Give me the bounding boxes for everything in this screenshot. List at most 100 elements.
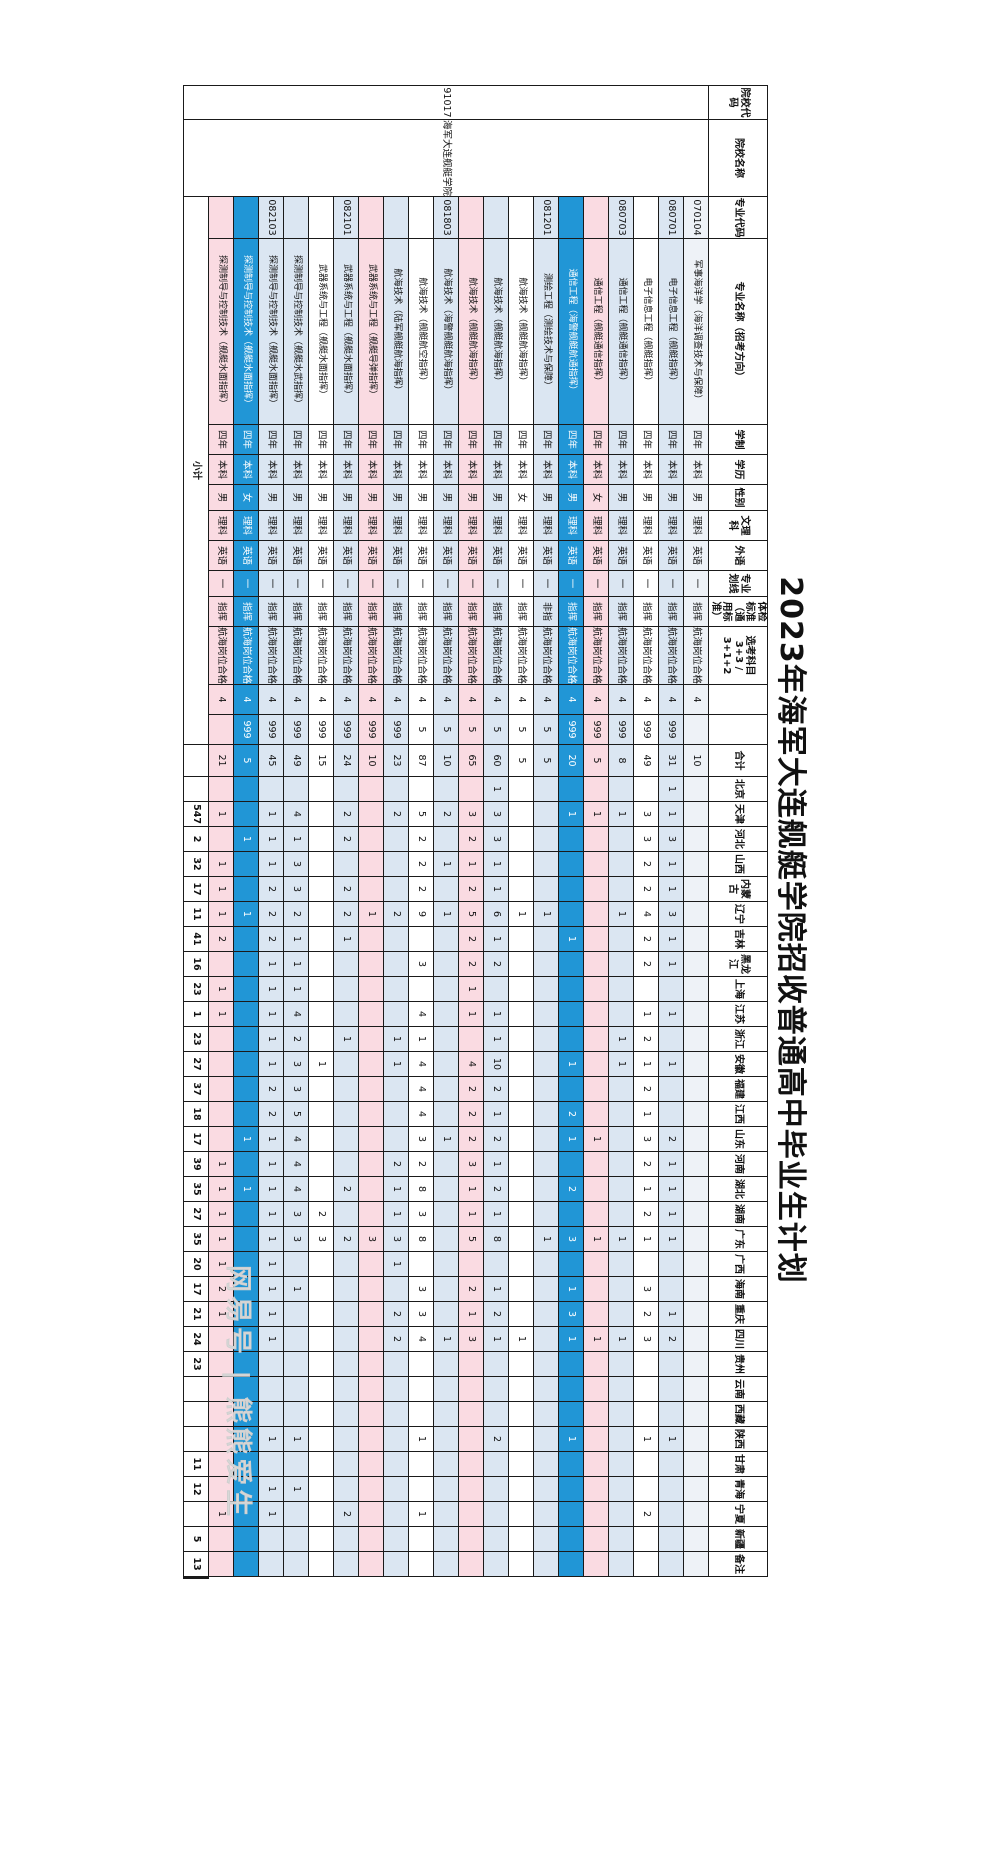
cell-province-24 xyxy=(459,1376,484,1402)
cell-province-30 xyxy=(409,1526,434,1552)
cell-elective-sub-a: 4 xyxy=(659,684,684,715)
table-row[interactable]: 航海技术（舰艇航海指挥） 四年 本科男理科 英语一指挥 航海岗位合格 4 5 65 3 2 1 2 5 2… xyxy=(459,86,484,1579)
cell-province-4: 1 xyxy=(484,876,509,902)
table-row[interactable]: 武器系统与工程（舰艇导弹指挥） 四年 本科男理科 英语一指挥 航海岗位合格 4 999 10 1… xyxy=(359,86,384,1579)
cell-total: 5 xyxy=(509,744,534,777)
cell-major-line: 一 xyxy=(534,570,559,597)
table-row[interactable]: 080701 电子信息工程（舰艇指挥） 四年 本科男理科 英语一指挥 航海岗位合格 4 999… xyxy=(659,86,684,1579)
cell-foreign-language: 英语 xyxy=(559,540,584,571)
table-row[interactable]: 通信工程（海警舰艇航通指挥） 四年 本科男理科 英语一指挥 航海岗位合格 4 999 20 1 1… xyxy=(559,86,584,1579)
cell-province-11 xyxy=(534,1051,559,1077)
table-row[interactable]: 081201 测绘工程（测绘技术与保障） 四年 本科男理科 英语一非指 航海岗位合格 4 5 5… xyxy=(534,86,559,1579)
cell-province-21 xyxy=(609,1301,634,1327)
table-row[interactable]: 探测制导与控制技术（舰艇水武指挥） 四年 本科男理科 英语一指挥 航海岗位合格 4 999 4… xyxy=(284,86,309,1579)
cell-major-name: 武器系统与工程（舰艇水面指挥） xyxy=(309,238,334,425)
cell-province-17: 2 xyxy=(634,1201,659,1227)
cell-province-23 xyxy=(284,1351,309,1377)
table-row[interactable]: 91017 海军大连舰艇学院 070104 军事海洋学（海洋调查技术与保障） 四年 本科男… xyxy=(184,85,709,1579)
cell-province-17: 1 xyxy=(484,1201,509,1227)
table-row[interactable]: 航海技术（舰艇航空指挥） 四年 本科男理科 英语一指挥 航海岗位合格 4 5 87 5 2 2 2 9 3… xyxy=(409,86,434,1579)
cell-province-28 xyxy=(334,1476,359,1502)
cell-province-17 xyxy=(584,1201,609,1227)
cell-track: 理科 xyxy=(609,510,634,541)
cell-physical-standard: 指挥 xyxy=(334,596,359,627)
cell-degree: 本科 xyxy=(459,454,484,485)
cell-province-4: 1 xyxy=(659,876,684,902)
institution-code-cell: 91017 xyxy=(184,85,709,120)
cell-province-25 xyxy=(659,1401,684,1427)
cell-province-31 xyxy=(609,1551,634,1577)
cell-province-20: 1 xyxy=(284,1276,309,1302)
cell-province-29 xyxy=(434,1501,459,1527)
table-row[interactable]: 武器系统与工程（舰艇水面指挥） 四年 本科男理科 英语一指挥 航海岗位合格 4 999 15 1… xyxy=(309,86,334,1579)
cell-province-8 xyxy=(234,976,259,1002)
table-row[interactable]: 航海技术（舰艇航海指挥） 四年 本科女理科 英语一指挥 航海岗位合格 4 5 5 1 1 xyxy=(509,86,534,1579)
cell-province-15: 1 xyxy=(259,1151,284,1177)
cell-physical-standard: 指挥 xyxy=(609,596,634,627)
cell-province-22 xyxy=(359,1326,384,1352)
cell-province-20: 3 xyxy=(634,1276,659,1302)
cell-province-26: 1 xyxy=(634,1426,659,1452)
cell-province-4: 3 xyxy=(284,876,309,902)
table-row[interactable]: 082101 武器系统与工程（舰艇水面指挥） 四年 本科男理科 英语一指挥 航海岗位合格 4… xyxy=(334,86,359,1579)
cell-province-12: 4 xyxy=(409,1076,434,1102)
cell-province-7 xyxy=(434,951,459,977)
cell-province-20: 1 xyxy=(559,1276,584,1302)
table-row[interactable]: 电子信息工程（舰艇指挥） 四年 本科男理科 英语一指挥 航海岗位合格 4 999 49 3 3 2 2… xyxy=(634,86,659,1579)
cell-province-3 xyxy=(534,851,559,877)
cell-province-27 xyxy=(434,1451,459,1477)
cell-province-14: 1 xyxy=(559,1126,584,1152)
cell-province-15: 3 xyxy=(459,1151,484,1177)
cell-elective-subject: 航海岗位合格 xyxy=(509,626,534,685)
cell-province-24 xyxy=(684,1376,709,1402)
cell-province-4 xyxy=(234,876,259,902)
cell-province-6: 1 xyxy=(284,926,309,952)
cell-major-name: 航海技术（海警舰艇航海指挥） xyxy=(434,238,459,425)
cell-province-20 xyxy=(659,1276,684,1302)
cell-province-6 xyxy=(509,926,534,952)
cell-province-0 xyxy=(409,776,434,802)
cell-province-28 xyxy=(484,1476,509,1502)
cell-elective-subject: 航海岗位合格 xyxy=(284,626,309,685)
cell-province-21: 1 xyxy=(259,1301,284,1327)
cell-province-15 xyxy=(234,1151,259,1177)
cell-physical-standard: 指挥 xyxy=(659,596,684,627)
cell-elective-sub-a: 4 xyxy=(334,684,359,715)
cell-province-19: 1 xyxy=(259,1251,284,1277)
cell-foreign-language: 英语 xyxy=(484,540,509,571)
cell-duration: 四年 xyxy=(609,424,634,455)
table-row[interactable]: 082103 探测制导与控制技术（舰艇水面指挥） 四年 本科男理科 英语一指挥 航海岗位合… xyxy=(259,86,284,1579)
table-row[interactable]: 通信工程（舰艇通信指挥） 四年 本科女理科 英语一指挥 航海岗位合格 4 999 5 1 1 1 1 xyxy=(584,86,609,1579)
table-row[interactable]: 航海技术（陆军舰艇航海指挥） 四年 本科男理科 英语一指挥 航海岗位合格 4 999 23 2 2… xyxy=(384,86,409,1579)
cell-province-1: 1 xyxy=(609,801,634,827)
cell-total: 5 xyxy=(584,744,609,777)
cell-province-16 xyxy=(434,1176,459,1202)
cell-province-11: 1 xyxy=(384,1051,409,1077)
cell-province-9 xyxy=(359,1001,384,1027)
cell-province-19 xyxy=(409,1251,434,1277)
cell-duration: 四年 xyxy=(684,424,709,455)
col-header-elective-sub-b xyxy=(709,714,768,745)
cell-province-13 xyxy=(584,1101,609,1127)
table-row[interactable]: 080703 通信工程（舰艇通信指挥） 四年 本科男理科 英语一指挥 航海岗位合格 4 999… xyxy=(609,86,634,1579)
cell-elective-sub-a: 4 xyxy=(359,684,384,715)
cell-duration: 四年 xyxy=(509,424,534,455)
cell-province-16: 8 xyxy=(409,1176,434,1202)
cell-province-13: 2 xyxy=(459,1101,484,1127)
cell-degree: 本科 xyxy=(259,454,284,485)
cell-province-0 xyxy=(634,776,659,802)
cell-province-26 xyxy=(534,1426,559,1452)
cell-province-16 xyxy=(684,1176,709,1202)
cell-province-16 xyxy=(584,1176,609,1202)
cell-province-28 xyxy=(659,1476,684,1502)
cell-elective-sub-a: 4 xyxy=(259,684,284,715)
cell-province-30 xyxy=(334,1526,359,1552)
table-row[interactable]: 081803 航海技术（海警舰艇航海指挥） 四年 本科男理科 英语一指挥 航海岗位合格 4 5… xyxy=(434,86,459,1579)
cell-province-3 xyxy=(509,851,534,877)
cell-province-10: 2 xyxy=(284,1026,309,1052)
table-row[interactable]: 航海技术（舰艇航海指挥） 四年 本科男理科 英语一指挥 航海岗位合格 4 5 60 1 3 3 1 1 6… xyxy=(484,86,509,1579)
cell-province-12 xyxy=(384,1076,409,1102)
cell-province-9: 1 xyxy=(259,1001,284,1027)
cell-track: 理科 xyxy=(684,510,709,541)
cell-province-3 xyxy=(384,851,409,877)
